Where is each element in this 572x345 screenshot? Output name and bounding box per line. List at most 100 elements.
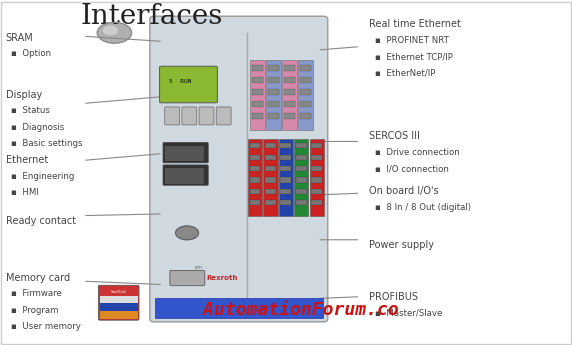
FancyBboxPatch shape — [170, 270, 205, 286]
FancyBboxPatch shape — [296, 177, 307, 183]
FancyBboxPatch shape — [300, 65, 311, 71]
Text: 5  RUN: 5 RUN — [169, 79, 192, 83]
Text: SanDisk: SanDisk — [111, 290, 126, 294]
Text: SRAM: SRAM — [6, 33, 34, 43]
Text: em: em — [194, 265, 202, 270]
Text: ▪  Drive connection: ▪ Drive connection — [375, 148, 459, 157]
FancyBboxPatch shape — [98, 285, 139, 320]
FancyBboxPatch shape — [252, 89, 263, 95]
Text: ▪  Firmware: ▪ Firmware — [11, 289, 62, 298]
FancyBboxPatch shape — [265, 189, 276, 194]
Text: ▪  Master/Slave: ▪ Master/Slave — [375, 308, 442, 317]
Text: ▪  Engineering: ▪ Engineering — [11, 172, 75, 181]
Text: ▪  HMI: ▪ HMI — [11, 188, 39, 197]
FancyBboxPatch shape — [252, 77, 263, 83]
FancyBboxPatch shape — [268, 101, 279, 107]
FancyBboxPatch shape — [265, 60, 281, 130]
FancyBboxPatch shape — [311, 155, 322, 160]
Text: ▪  I/O connection: ▪ I/O connection — [375, 164, 448, 173]
FancyBboxPatch shape — [150, 16, 328, 322]
FancyBboxPatch shape — [100, 311, 138, 319]
FancyBboxPatch shape — [265, 155, 276, 160]
FancyBboxPatch shape — [280, 143, 291, 148]
Text: Real time Ethernet: Real time Ethernet — [369, 19, 461, 29]
Text: Memory card: Memory card — [6, 273, 70, 283]
Text: ▪  Program: ▪ Program — [11, 306, 59, 315]
FancyBboxPatch shape — [249, 60, 265, 130]
FancyBboxPatch shape — [165, 168, 204, 184]
FancyBboxPatch shape — [284, 89, 295, 95]
FancyBboxPatch shape — [280, 166, 291, 171]
FancyBboxPatch shape — [163, 165, 208, 185]
FancyBboxPatch shape — [300, 101, 311, 107]
FancyBboxPatch shape — [297, 60, 313, 130]
FancyBboxPatch shape — [252, 101, 263, 107]
Text: ▪  PROFINET NRT: ▪ PROFINET NRT — [375, 36, 448, 45]
Text: ▪  User memory: ▪ User memory — [11, 322, 81, 331]
FancyBboxPatch shape — [155, 298, 323, 318]
FancyBboxPatch shape — [311, 177, 322, 183]
FancyBboxPatch shape — [100, 296, 138, 304]
FancyBboxPatch shape — [311, 189, 322, 194]
FancyBboxPatch shape — [249, 200, 260, 205]
FancyBboxPatch shape — [249, 155, 260, 160]
Text: Ready contact: Ready contact — [6, 216, 76, 226]
FancyBboxPatch shape — [280, 189, 291, 194]
FancyBboxPatch shape — [268, 65, 279, 71]
FancyBboxPatch shape — [216, 107, 231, 125]
Text: ▪  Diagnosis: ▪ Diagnosis — [11, 123, 65, 132]
Text: On board I/O's: On board I/O's — [369, 186, 439, 196]
FancyBboxPatch shape — [296, 155, 307, 160]
FancyBboxPatch shape — [311, 143, 322, 148]
FancyBboxPatch shape — [294, 139, 308, 216]
FancyBboxPatch shape — [300, 113, 311, 119]
FancyBboxPatch shape — [265, 143, 276, 148]
Text: ▪  Ethernet TCP/IP: ▪ Ethernet TCP/IP — [375, 52, 452, 61]
FancyBboxPatch shape — [100, 286, 138, 297]
FancyBboxPatch shape — [249, 166, 260, 171]
FancyBboxPatch shape — [249, 143, 260, 148]
Circle shape — [176, 226, 198, 240]
Text: ▪  Basic settings: ▪ Basic settings — [11, 139, 83, 148]
FancyBboxPatch shape — [268, 77, 279, 83]
Text: ▪  Status: ▪ Status — [11, 106, 50, 115]
FancyBboxPatch shape — [296, 200, 307, 205]
Text: Rexroth: Rexroth — [206, 275, 237, 281]
Text: ▪  8 In / 8 Out (digital): ▪ 8 In / 8 Out (digital) — [375, 203, 471, 212]
FancyBboxPatch shape — [163, 142, 208, 163]
Text: Display: Display — [6, 90, 42, 100]
FancyBboxPatch shape — [199, 107, 214, 125]
FancyBboxPatch shape — [265, 177, 276, 183]
Circle shape — [104, 26, 117, 34]
FancyBboxPatch shape — [252, 65, 263, 71]
Text: Power supply: Power supply — [369, 240, 434, 250]
FancyBboxPatch shape — [165, 107, 180, 125]
FancyBboxPatch shape — [265, 166, 276, 171]
Text: PROFIBUS: PROFIBUS — [369, 292, 418, 302]
FancyBboxPatch shape — [284, 113, 295, 119]
Text: AutomationForum.co: AutomationForum.co — [203, 301, 399, 319]
FancyBboxPatch shape — [281, 60, 297, 130]
FancyBboxPatch shape — [160, 66, 217, 103]
Text: ▪  EtherNet/IP: ▪ EtherNet/IP — [375, 69, 435, 78]
FancyBboxPatch shape — [296, 143, 307, 148]
FancyBboxPatch shape — [300, 89, 311, 95]
FancyBboxPatch shape — [265, 200, 276, 205]
FancyBboxPatch shape — [280, 155, 291, 160]
FancyBboxPatch shape — [300, 77, 311, 83]
FancyBboxPatch shape — [100, 303, 138, 312]
FancyBboxPatch shape — [284, 101, 295, 107]
FancyBboxPatch shape — [268, 89, 279, 95]
Circle shape — [97, 22, 132, 43]
FancyBboxPatch shape — [296, 166, 307, 171]
FancyBboxPatch shape — [249, 177, 260, 183]
Text: SERCOS III: SERCOS III — [369, 131, 420, 141]
FancyBboxPatch shape — [165, 146, 204, 161]
FancyBboxPatch shape — [279, 139, 293, 216]
FancyBboxPatch shape — [182, 107, 197, 125]
FancyBboxPatch shape — [296, 189, 307, 194]
FancyBboxPatch shape — [280, 200, 291, 205]
FancyBboxPatch shape — [268, 113, 279, 119]
FancyBboxPatch shape — [248, 139, 262, 216]
FancyBboxPatch shape — [284, 65, 295, 71]
